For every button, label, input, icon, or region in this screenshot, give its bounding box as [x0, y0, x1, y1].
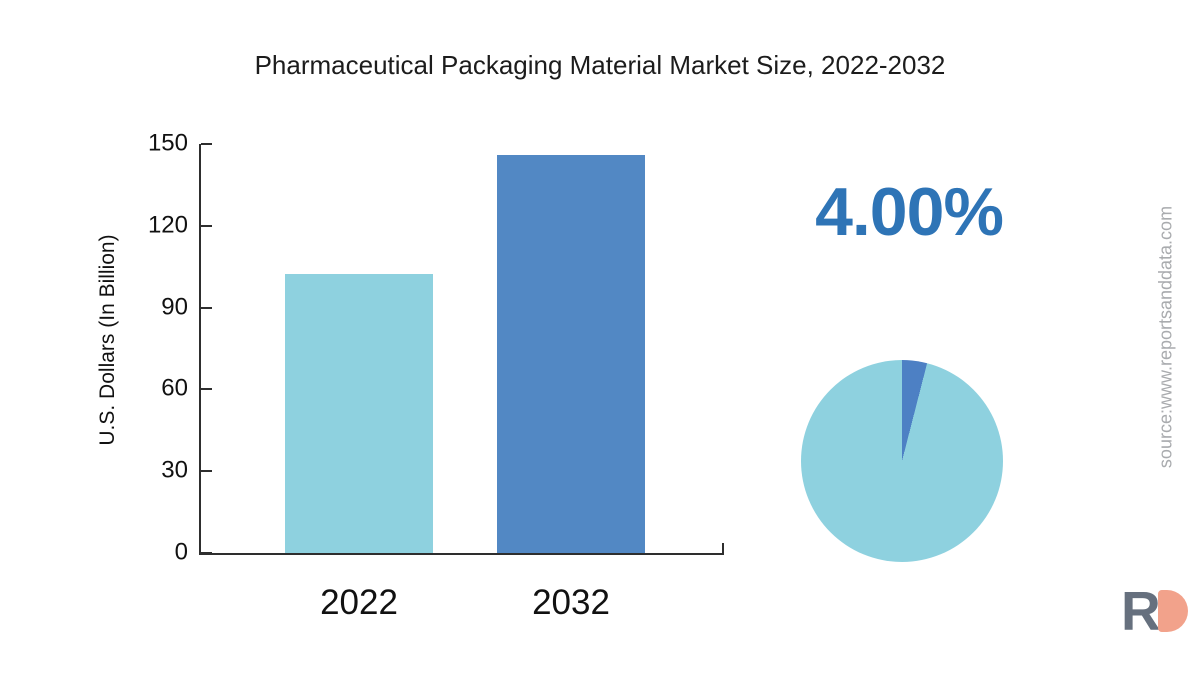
x-axis-end-tick: [722, 543, 724, 553]
y-tick: [201, 306, 212, 309]
y-tick: [201, 143, 212, 145]
logo-letter-d-icon: [1157, 590, 1188, 632]
y-axis-line: [199, 144, 201, 555]
y-tick-label: 120: [147, 211, 188, 239]
cagr-value: 4.00%: [815, 174, 1004, 250]
x-tick-label: 2032: [532, 583, 610, 622]
bar-2022: [285, 273, 433, 553]
y-tick-label: 90: [161, 293, 188, 321]
y-tick-label: 30: [161, 456, 188, 484]
y-tick: [201, 470, 212, 473]
y-tick: [201, 552, 212, 554]
source-text: source:www.reportsanddata.com: [1155, 205, 1176, 469]
y-tick: [201, 224, 212, 227]
bar-2032: [497, 154, 645, 553]
y-tick-label: 0: [174, 538, 188, 566]
brand-logo: R: [1121, 580, 1188, 642]
y-tick-label: 150: [147, 129, 188, 157]
y-tick: [201, 388, 212, 391]
chart-title: Pharmaceutical Packaging Material Market…: [254, 50, 946, 80]
y-tick-label: 60: [161, 374, 188, 402]
logo-letter-r: R: [1121, 580, 1161, 642]
x-tick-label: 2022: [320, 583, 398, 622]
x-axis-line: [199, 553, 724, 555]
pie-chart: [801, 360, 1003, 562]
